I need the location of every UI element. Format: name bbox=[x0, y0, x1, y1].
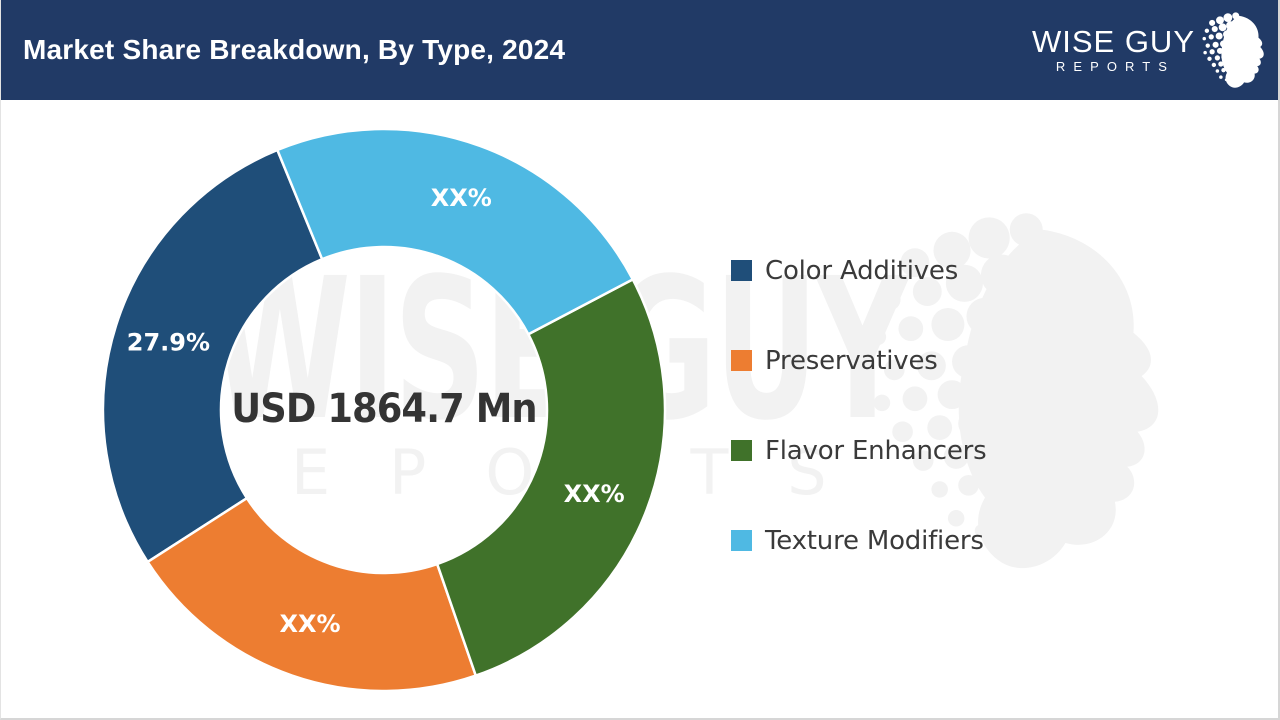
legend-item-flavor-enhancers: Flavor Enhancers bbox=[731, 435, 987, 466]
center-value: USD 1864.7 Mn bbox=[231, 386, 537, 432]
donut-slice-color-additives bbox=[101, 148, 324, 564]
brand-wordmark: WISE GUY bbox=[1031, 24, 1195, 60]
brand-text: WISE GUY REPORTS bbox=[1032, 26, 1195, 74]
legend-item-color-additives: Color Additives bbox=[731, 255, 986, 286]
donut-slice-texture-modifiers bbox=[276, 127, 635, 336]
wiseguy-face-icon bbox=[1199, 10, 1269, 90]
legend-swatch-color-additives bbox=[731, 260, 752, 281]
legend-label-flavor-enhancers: Flavor Enhancers bbox=[765, 435, 987, 466]
watermark-text-line2: REPORTS bbox=[189, 442, 886, 504]
donut-slice-flavor-enhancers bbox=[435, 278, 667, 677]
legend-label-texture-modifiers: Texture Modifiers bbox=[765, 525, 984, 556]
legend-label-preservatives: Preservatives bbox=[765, 345, 938, 376]
legend-item-preservatives: Preservatives bbox=[731, 345, 986, 376]
header-bar: Market Share Breakdown, By Type, 2024 WI… bbox=[1, 0, 1278, 100]
slice-label-texture-modifiers: XX% bbox=[431, 184, 492, 212]
legend: Color Additives Preservatives Flavor Enhan… bbox=[731, 255, 987, 556]
slice-label-flavor-enhancers: XX% bbox=[564, 480, 625, 508]
brand-logo: WISE GUY REPORTS bbox=[1032, 6, 1269, 94]
legend-swatch-flavor-enhancers bbox=[731, 440, 752, 461]
legend-swatch-texture-modifiers bbox=[731, 530, 752, 551]
brand-reports-label: REPORTS bbox=[1055, 58, 1175, 74]
legend-swatch-preservatives bbox=[731, 350, 752, 371]
legend-label-color-additives: Color Additives bbox=[765, 255, 959, 286]
legend-item-texture-modifiers: Texture Modifiers bbox=[731, 525, 986, 556]
page-title: Market Share Breakdown, By Type, 2024 bbox=[23, 34, 566, 65]
donut-slice-preservatives bbox=[146, 496, 478, 693]
slice-label-preservatives: XX% bbox=[279, 610, 340, 638]
donut-chart: 27.9% XX% XX% XX% bbox=[101, 127, 667, 693]
slice-label-color-additives: 27.9% bbox=[127, 329, 210, 357]
